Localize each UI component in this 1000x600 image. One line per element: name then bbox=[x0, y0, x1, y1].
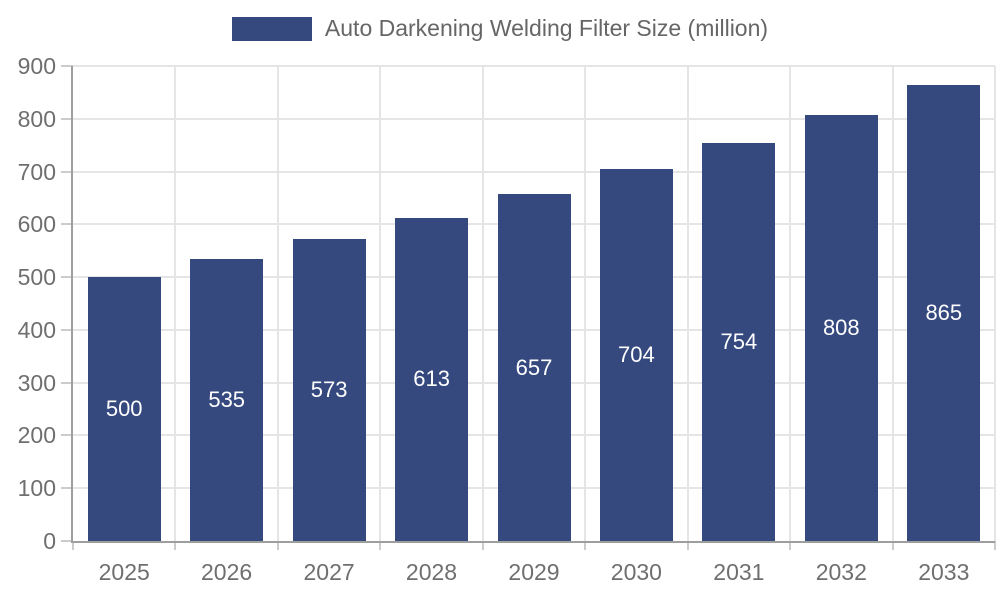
bar-value-label: 613 bbox=[413, 366, 450, 392]
y-axis-tick bbox=[61, 434, 73, 437]
y-axis-label: 300 bbox=[17, 369, 56, 396]
y-axis-tick bbox=[61, 276, 73, 279]
h-gridline bbox=[73, 117, 995, 120]
x-axis-tick bbox=[174, 541, 177, 550]
y-axis-tick bbox=[61, 540, 73, 542]
x-axis-label: 2025 bbox=[98, 559, 150, 585]
v-gridline bbox=[994, 66, 996, 541]
bar: 808 bbox=[804, 114, 878, 541]
bar-value-label: 808 bbox=[822, 314, 860, 340]
x-axis-label: 2027 bbox=[303, 559, 355, 585]
x-axis-label: 2032 bbox=[815, 559, 867, 585]
v-gridline bbox=[379, 66, 382, 541]
x-axis-tick bbox=[481, 541, 484, 550]
x-axis-tick bbox=[789, 541, 792, 550]
bar: 704 bbox=[599, 169, 673, 541]
bar-value-label: 535 bbox=[208, 386, 246, 412]
x-axis-tick bbox=[584, 541, 587, 550]
x-axis-label: 2031 bbox=[713, 559, 765, 585]
bar-value-label: 657 bbox=[515, 354, 553, 380]
bar: 500 bbox=[87, 277, 161, 541]
y-axis-line bbox=[71, 66, 73, 543]
bar: 573 bbox=[292, 238, 366, 541]
bar-value-label: 754 bbox=[720, 329, 758, 355]
y-axis-tick bbox=[61, 328, 73, 331]
h-gridline bbox=[73, 65, 995, 67]
h-gridline bbox=[73, 170, 995, 173]
bar-value-label: 865 bbox=[925, 299, 963, 325]
x-axis-tick bbox=[686, 541, 689, 550]
legend: Auto Darkening Welding Filter Size (mill… bbox=[0, 15, 1000, 42]
x-axis-label: 2030 bbox=[610, 559, 662, 585]
x-axis-label: 2026 bbox=[201, 559, 253, 585]
legend-swatch bbox=[231, 16, 312, 41]
bar: 754 bbox=[702, 143, 776, 541]
x-axis-tick bbox=[276, 541, 279, 550]
y-axis-label: 100 bbox=[17, 475, 56, 502]
bar: 865 bbox=[907, 84, 981, 541]
bar-value-label: 500 bbox=[105, 396, 143, 422]
y-axis-label: 800 bbox=[17, 105, 56, 132]
x-axis-label: 2033 bbox=[918, 559, 970, 585]
v-gridline bbox=[584, 66, 587, 541]
bar: 613 bbox=[395, 217, 469, 541]
y-axis-tick bbox=[61, 223, 73, 226]
x-axis-tick bbox=[994, 541, 996, 550]
x-axis-label: 2028 bbox=[405, 559, 458, 585]
x-axis-label: 2029 bbox=[508, 559, 560, 585]
y-axis-label: 400 bbox=[17, 316, 56, 343]
bar-value-label: 573 bbox=[310, 376, 348, 402]
y-axis-tick bbox=[61, 117, 73, 120]
v-gridline bbox=[276, 66, 279, 541]
v-gridline bbox=[891, 66, 894, 541]
y-axis-tick bbox=[61, 65, 73, 67]
x-axis-tick bbox=[72, 541, 74, 550]
bar: 657 bbox=[497, 194, 571, 542]
legend-label: Auto Darkening Welding Filter Size (mill… bbox=[324, 15, 769, 41]
x-axis-line bbox=[71, 541, 995, 543]
y-axis-label: 500 bbox=[17, 264, 56, 291]
y-axis-label: 700 bbox=[17, 158, 56, 185]
y-axis-tick bbox=[61, 170, 73, 173]
y-axis-label: 600 bbox=[17, 211, 56, 238]
v-gridline bbox=[789, 66, 792, 541]
v-gridline bbox=[481, 66, 484, 541]
bar-value-label: 704 bbox=[618, 342, 655, 368]
y-axis-tick bbox=[61, 487, 73, 490]
v-gridline bbox=[174, 66, 177, 541]
y-axis-label: 0 bbox=[43, 528, 56, 554]
x-axis-tick bbox=[379, 541, 382, 550]
v-gridline bbox=[686, 66, 689, 541]
y-axis-label: 900 bbox=[17, 53, 56, 79]
bar: 535 bbox=[190, 258, 264, 541]
x-axis-tick bbox=[891, 541, 894, 550]
y-axis-tick bbox=[61, 381, 73, 384]
y-axis-label: 200 bbox=[17, 422, 56, 449]
